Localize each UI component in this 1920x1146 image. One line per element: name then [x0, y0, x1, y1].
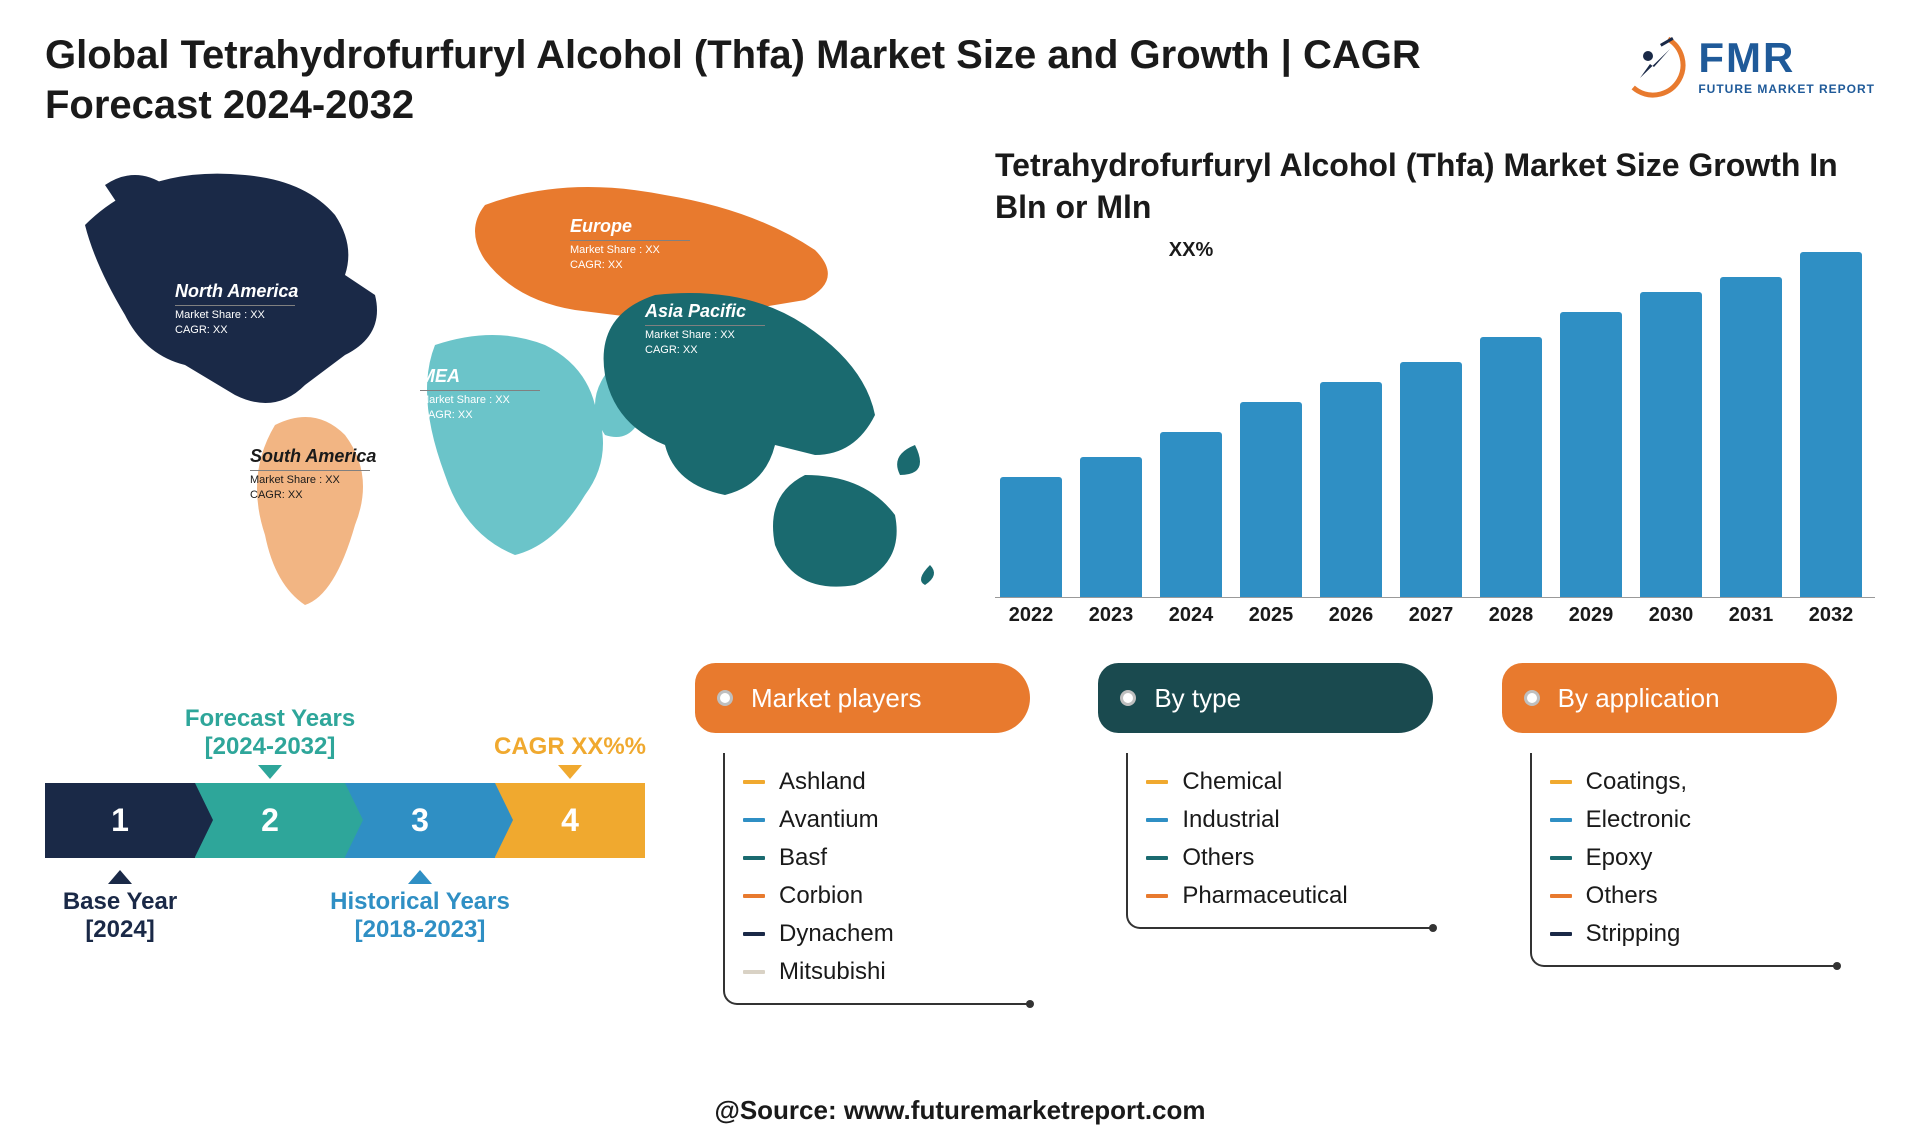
logo-main-text: FMR [1698, 34, 1875, 82]
cat-item: Ashland [725, 763, 1033, 801]
timeline-label-above-2: Forecast Years[2024-2032] [175, 705, 365, 783]
category-list: Chemical Industrial Others Pharmaceutical [1126, 753, 1436, 929]
timeline: Forecast Years[2024-2032]CAGR XX%% 1234 … [45, 663, 665, 976]
cat-item-label: Industrial [1182, 806, 1279, 834]
cat-item-label: Basf [779, 844, 827, 872]
category-list: Ashland Avantium Basf Corbion Dynachem Mitsub… [723, 753, 1033, 1005]
bar-col-2023: 2023 [1080, 457, 1142, 597]
category-col-0: Market players Ashland Avantium Basf Corbio… [695, 663, 1068, 1005]
map-label-eu: EuropeMarket Share : XXCAGR: XX [570, 215, 690, 272]
cat-item-label: Epoxy [1586, 844, 1653, 872]
cat-item: Industrial [1128, 801, 1436, 839]
category-pill: By application [1502, 663, 1837, 733]
pill-dot-icon [1120, 690, 1136, 706]
cat-item: Stripping [1532, 915, 1840, 953]
fmr-logo-icon [1618, 30, 1688, 100]
timeline-seg-2: 2 [195, 783, 345, 858]
cat-item: Corbion [725, 877, 1033, 915]
bar-col-2022: 2022 [1000, 477, 1062, 597]
fmr-logo: FMR FUTURE MARKET REPORT [1618, 30, 1875, 100]
timeline-bar: 1234 [45, 783, 665, 858]
category-header: By type [1154, 683, 1241, 714]
timeline-labels-above: Forecast Years[2024-2032]CAGR XX%% [45, 723, 665, 783]
source-text: @Source: www.futuremarketreport.com [714, 1095, 1205, 1126]
timeline-seg-1: 1 [45, 783, 195, 858]
timeline-label-below-1: Base Year[2024] [20, 866, 220, 944]
pill-dot-icon [1524, 690, 1540, 706]
cat-item: Dynachem [725, 915, 1033, 953]
cat-item: Avantium [725, 801, 1033, 839]
page-title: Global Tetrahydrofurfuryl Alcohol (Thfa)… [45, 30, 1445, 130]
bar-chart: Tetrahydrofurfuryl Alcohol (Thfa) Market… [995, 145, 1875, 633]
cat-item: Mitsubishi [725, 953, 1033, 991]
world-map: North AmericaMarket Share : XXCAGR: XX So… [45, 145, 965, 615]
cat-item-label: Others [1182, 844, 1254, 872]
bar-col-2032: XX%2032 [1800, 252, 1862, 597]
bar-col-2031: 2031 [1720, 277, 1782, 597]
timeline-seg-4: 4 [495, 783, 645, 858]
cat-item-label: Coatings, [1586, 768, 1687, 796]
map-label-sa: South AmericaMarket Share : XXCAGR: XX [250, 445, 376, 502]
timeline-labels-below: Base Year[2024]Historical Years[2018-202… [45, 866, 665, 976]
cat-item-label: Electronic [1586, 806, 1691, 834]
cat-item: Epoxy [1532, 839, 1840, 877]
cat-item: Electronic [1532, 801, 1840, 839]
cat-item-label: Pharmaceutical [1182, 882, 1347, 910]
category-header: Market players [751, 683, 922, 714]
cat-item: Chemical [1128, 763, 1436, 801]
cat-item-label: Ashland [779, 768, 866, 796]
category-header: By application [1558, 683, 1720, 714]
bar-col-2025: 2025 [1240, 402, 1302, 597]
region-nz [921, 565, 934, 585]
cat-item-label: Chemical [1182, 768, 1282, 796]
bar-col-2028: 2028 [1480, 337, 1542, 597]
cat-item-label: Dynachem [779, 920, 894, 948]
cat-item-label: Stripping [1586, 920, 1681, 948]
bar-col-2027: 2027 [1400, 362, 1462, 597]
logo-sub-text: FUTURE MARKET REPORT [1698, 82, 1875, 96]
category-col-2: By application Coatings, Electronic Epoxy O… [1502, 663, 1875, 967]
chart-title: Tetrahydrofurfuryl Alcohol (Thfa) Market… [995, 145, 1875, 228]
cat-item-label: Others [1586, 882, 1658, 910]
cat-item: Pharmaceutical [1128, 877, 1436, 915]
map-label-ap: Asia PacificMarket Share : XXCAGR: XX [645, 300, 765, 357]
bar-col-2026: 2026 [1320, 382, 1382, 597]
bar-col-2024: XX%2024 [1160, 432, 1222, 597]
map-label-na: North AmericaMarket Share : XXCAGR: XX [175, 280, 298, 337]
bar-col-2029: 2029 [1560, 312, 1622, 597]
cat-item: Coatings, [1532, 763, 1840, 801]
cat-item-label: Mitsubishi [779, 958, 886, 986]
cat-item: Others [1128, 839, 1436, 877]
pill-dot-icon [717, 690, 733, 706]
cat-item: Basf [725, 839, 1033, 877]
timeline-label-below-3: Historical Years[2018-2023] [320, 866, 520, 944]
map-label-mea: MEAMarket Share : XXCAGR: XX [420, 365, 540, 422]
category-col-1: By type Chemical Industrial Others Pharmace… [1098, 663, 1471, 929]
cat-item: Others [1532, 877, 1840, 915]
cat-item-label: Avantium [779, 806, 879, 834]
category-list: Coatings, Electronic Epoxy Others Stripping [1530, 753, 1840, 967]
timeline-label-above-4: CAGR XX%% [475, 733, 665, 783]
timeline-seg-3: 3 [345, 783, 495, 858]
category-pill: By type [1098, 663, 1433, 733]
bar-col-2030: 2030 [1640, 292, 1702, 597]
cat-item-label: Corbion [779, 882, 863, 910]
category-pill: Market players [695, 663, 1030, 733]
bars-container: 2022 2023 XX%2024 2025 2026 2027 2028 2029 2030 2… [995, 238, 1875, 598]
